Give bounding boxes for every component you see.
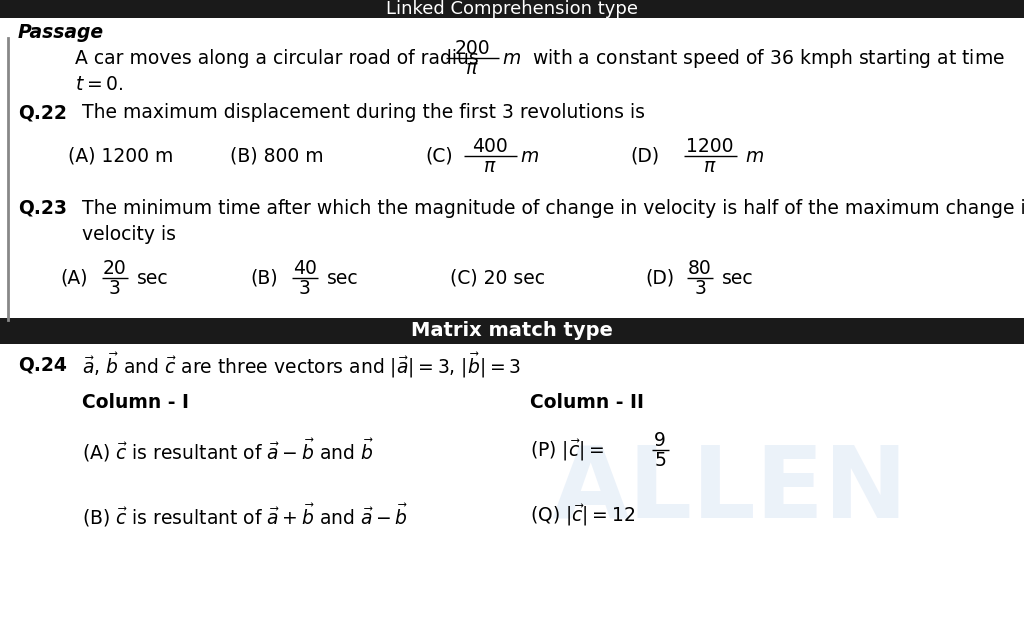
Text: Linked Comprehension type: Linked Comprehension type — [386, 0, 638, 18]
Text: (A): (A) — [60, 269, 87, 288]
Text: (B) 800 m: (B) 800 m — [230, 147, 324, 166]
Text: sec: sec — [137, 269, 169, 288]
Text: 40: 40 — [293, 258, 317, 277]
Text: Matrix match type: Matrix match type — [411, 321, 613, 340]
Text: $m$  with a constant speed of 36 kmph starting at time: $m$ with a constant speed of 36 kmph sta… — [502, 46, 1005, 69]
Text: 9: 9 — [654, 431, 666, 450]
Text: 5: 5 — [654, 450, 666, 469]
Text: (A) 1200 m: (A) 1200 m — [68, 147, 173, 166]
Text: $t = 0.$: $t = 0.$ — [75, 76, 123, 95]
Text: $m$: $m$ — [520, 147, 539, 166]
Text: (C): (C) — [425, 147, 453, 166]
Text: Column - II: Column - II — [530, 392, 644, 411]
Text: (P) $|\vec{c}|=$: (P) $|\vec{c}|=$ — [530, 438, 604, 462]
Text: (D): (D) — [645, 269, 674, 288]
Text: 20: 20 — [103, 258, 127, 277]
Text: velocity is: velocity is — [82, 225, 176, 243]
Text: sec: sec — [722, 269, 754, 288]
Text: $\vec{a}$, $\vec{b}$ and $\vec{c}$ are three vectors and $|\vec{a}|=3$, $|\vec{b: $\vec{a}$, $\vec{b}$ and $\vec{c}$ are t… — [82, 351, 521, 380]
Text: $\pi$: $\pi$ — [703, 156, 717, 175]
Text: $\pi$: $\pi$ — [483, 156, 497, 175]
Text: The minimum time after which the magnitude of change in velocity is half of the : The minimum time after which the magnitu… — [82, 199, 1024, 218]
Bar — [0, 0, 1024, 18]
Text: 200: 200 — [455, 39, 489, 58]
Text: 1200: 1200 — [686, 137, 734, 156]
Text: (B): (B) — [250, 269, 278, 288]
Text: A car moves along a circular road of radius: A car moves along a circular road of rad… — [75, 48, 479, 67]
Text: 400: 400 — [472, 137, 508, 156]
Text: $\pi$: $\pi$ — [465, 58, 479, 77]
Text: Passage: Passage — [18, 23, 104, 43]
Text: 3: 3 — [299, 279, 311, 298]
Text: Column - I: Column - I — [82, 392, 189, 411]
Text: (Q) $|\vec{c}|=12$: (Q) $|\vec{c}|=12$ — [530, 502, 635, 528]
Text: 3: 3 — [110, 279, 121, 298]
Text: (B) $\vec{c}$ is resultant of $\vec{a}+\vec{b}$ and $\vec{a}-\vec{b}$: (B) $\vec{c}$ is resultant of $\vec{a}+\… — [82, 502, 409, 528]
Bar — [0, 318, 1024, 344]
Text: ALLEN: ALLEN — [552, 441, 908, 538]
Text: sec: sec — [327, 269, 358, 288]
Text: Q.23: Q.23 — [18, 199, 67, 218]
Text: 3: 3 — [694, 279, 706, 298]
Text: Q.24: Q.24 — [18, 356, 67, 375]
Text: (D): (D) — [630, 147, 659, 166]
Text: (A) $\vec{c}$ is resultant of $\vec{a}-\vec{b}$ and $\vec{b}$: (A) $\vec{c}$ is resultant of $\vec{a}-\… — [82, 436, 374, 464]
Text: 80: 80 — [688, 258, 712, 277]
Text: Q.22: Q.22 — [18, 104, 67, 123]
Text: (C) 20 sec: (C) 20 sec — [450, 269, 545, 288]
Text: $m$: $m$ — [745, 147, 764, 166]
Text: The maximum displacement during the first 3 revolutions is: The maximum displacement during the firs… — [82, 104, 645, 123]
